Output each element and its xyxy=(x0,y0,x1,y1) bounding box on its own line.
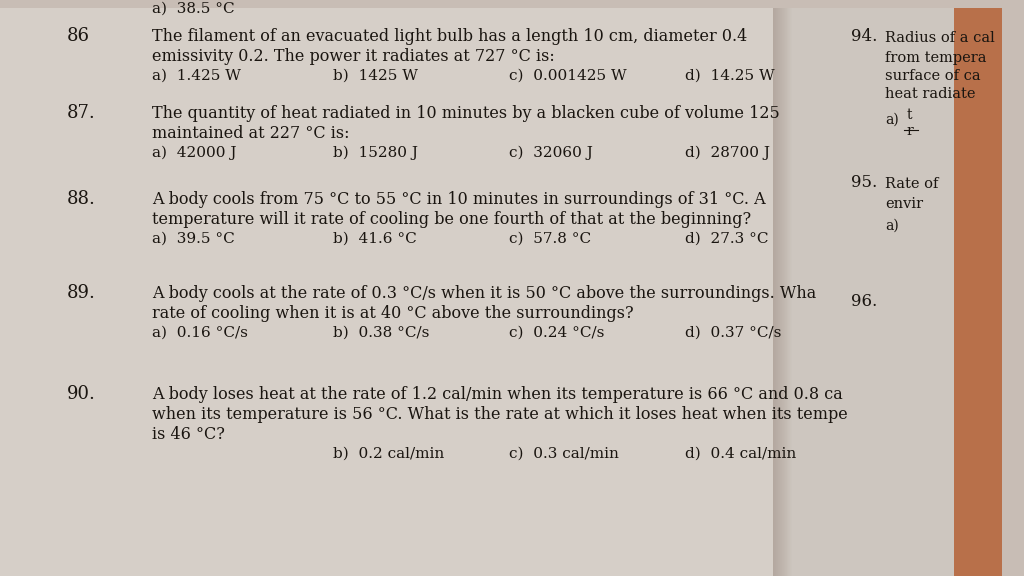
Text: d)  14.25 W: d) 14.25 W xyxy=(685,69,774,83)
Text: d)  0.4 cal/min: d) 0.4 cal/min xyxy=(685,446,796,461)
Text: The filament of an evacuated light bulb has a length 10 cm, diameter 0.4: The filament of an evacuated light bulb … xyxy=(152,28,746,46)
Text: c)  32060 J: c) 32060 J xyxy=(509,145,593,160)
Text: emissivity 0.2. The power it radiates at 727 °C is:: emissivity 0.2. The power it radiates at… xyxy=(152,48,554,65)
Text: t: t xyxy=(907,108,912,122)
Text: d)  27.3 °C: d) 27.3 °C xyxy=(685,232,768,245)
Text: envir: envir xyxy=(886,197,924,211)
Text: a): a) xyxy=(886,219,899,233)
Text: a)  38.5 °C: a) 38.5 °C xyxy=(152,2,234,16)
Text: surface of ca: surface of ca xyxy=(886,69,981,83)
Text: a)  0.16 °C/s: a) 0.16 °C/s xyxy=(152,325,248,339)
Text: b)  15280 J: b) 15280 J xyxy=(333,145,418,160)
Text: a): a) xyxy=(886,112,899,126)
Text: from tempera: from tempera xyxy=(886,51,987,65)
Text: Rate of: Rate of xyxy=(886,177,939,191)
Text: maintained at 227 °C is:: maintained at 227 °C is: xyxy=(152,125,349,142)
Text: 95.: 95. xyxy=(851,175,878,191)
Text: 88.: 88. xyxy=(67,190,95,208)
Bar xyxy=(773,8,958,576)
Text: The quantity of heat radiated in 10 minutes by a blacken cube of volume 125: The quantity of heat radiated in 10 minu… xyxy=(152,105,779,122)
Text: 94.: 94. xyxy=(851,28,878,46)
Text: c)  0.001425 W: c) 0.001425 W xyxy=(509,69,627,83)
Bar xyxy=(0,8,802,576)
Text: c)  0.3 cal/min: c) 0.3 cal/min xyxy=(509,446,618,461)
Text: A body cools at the rate of 0.3 °C/s when it is 50 °C above the surroundings. Wh: A body cools at the rate of 0.3 °C/s whe… xyxy=(152,285,816,302)
Text: b)  41.6 °C: b) 41.6 °C xyxy=(333,232,417,245)
Text: a)  39.5 °C: a) 39.5 °C xyxy=(152,232,234,245)
Text: b)  0.2 cal/min: b) 0.2 cal/min xyxy=(333,446,443,461)
Text: d)  0.37 °C/s: d) 0.37 °C/s xyxy=(685,325,781,339)
Text: heat radiate: heat radiate xyxy=(886,86,976,101)
Bar xyxy=(953,8,1001,576)
Text: b)  1425 W: b) 1425 W xyxy=(333,69,418,83)
Text: a)  1.425 W: a) 1.425 W xyxy=(152,69,241,83)
Text: b)  0.38 °C/s: b) 0.38 °C/s xyxy=(333,325,429,339)
Text: d)  28700 J: d) 28700 J xyxy=(685,145,770,160)
Text: 90.: 90. xyxy=(67,385,95,403)
Text: 87.: 87. xyxy=(67,104,95,122)
Text: 89.: 89. xyxy=(67,284,95,302)
Text: A body cools from 75 °C to 55 °C in 10 minutes in surroundings of 31 °C. A: A body cools from 75 °C to 55 °C in 10 m… xyxy=(152,191,765,208)
Text: is 46 °C?: is 46 °C? xyxy=(152,426,224,443)
Text: temperature will it rate of cooling be one fourth of that at the beginning?: temperature will it rate of cooling be o… xyxy=(152,211,751,228)
Text: c)  0.24 °C/s: c) 0.24 °C/s xyxy=(509,325,604,339)
Text: c)  57.8 °C: c) 57.8 °C xyxy=(509,232,591,245)
Text: when its temperature is 56 °C. What is the rate at which it loses heat when its : when its temperature is 56 °C. What is t… xyxy=(152,406,848,423)
Text: Radius of a cal: Radius of a cal xyxy=(886,31,995,46)
Text: 96.: 96. xyxy=(851,293,878,310)
Text: r: r xyxy=(907,124,913,138)
Text: A body loses heat at the rate of 1.2 cal/min when its temperature is 66 °C and 0: A body loses heat at the rate of 1.2 cal… xyxy=(152,386,843,403)
Text: a)  42000 J: a) 42000 J xyxy=(152,145,237,160)
Text: 86: 86 xyxy=(67,27,89,46)
Text: rate of cooling when it is at 40 °C above the surroundings?: rate of cooling when it is at 40 °C abov… xyxy=(152,305,633,321)
